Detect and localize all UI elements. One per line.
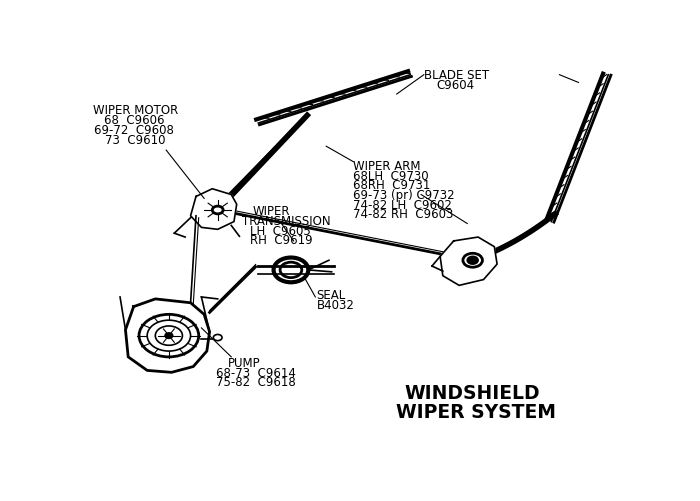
- Text: C9604: C9604: [437, 79, 475, 92]
- Text: 74-82 LH  C9602: 74-82 LH C9602: [354, 198, 452, 211]
- Circle shape: [212, 207, 223, 214]
- Text: B4032: B4032: [316, 298, 354, 311]
- Text: WIPER ARM: WIPER ARM: [354, 160, 421, 173]
- Text: 68-73  C9614: 68-73 C9614: [216, 366, 296, 379]
- Text: BLADE SET: BLADE SET: [424, 69, 489, 82]
- Circle shape: [274, 258, 308, 283]
- Text: 68RH  C9731: 68RH C9731: [354, 179, 430, 192]
- Circle shape: [214, 335, 222, 341]
- Polygon shape: [125, 299, 209, 373]
- Circle shape: [467, 257, 478, 265]
- Circle shape: [165, 333, 173, 339]
- Text: 69-73 (pr) C9732: 69-73 (pr) C9732: [354, 188, 455, 201]
- Text: PUMP: PUMP: [228, 356, 260, 369]
- Text: 73  C9610: 73 C9610: [105, 133, 165, 146]
- Polygon shape: [190, 189, 237, 230]
- Text: 68  C9606: 68 C9606: [104, 114, 164, 127]
- Text: LH  C9605: LH C9605: [251, 224, 311, 237]
- Circle shape: [463, 254, 482, 268]
- Polygon shape: [440, 237, 497, 286]
- Text: 74-82 RH  C9603: 74-82 RH C9603: [354, 208, 454, 221]
- Text: 75-82  C9618: 75-82 C9618: [216, 376, 296, 389]
- Text: RH  C9619: RH C9619: [251, 233, 313, 246]
- Text: WIPER: WIPER: [253, 205, 290, 218]
- Text: TRANSMISSION: TRANSMISSION: [242, 214, 330, 227]
- Text: WINDSHIELD: WINDSHIELD: [405, 383, 540, 402]
- Text: WIPER SYSTEM: WIPER SYSTEM: [395, 403, 556, 422]
- Text: WIPER MOTOR: WIPER MOTOR: [93, 104, 178, 117]
- Text: 68LH  C9730: 68LH C9730: [354, 169, 429, 182]
- Text: SEAL: SEAL: [316, 289, 346, 302]
- Text: 69-72  C9608: 69-72 C9608: [94, 124, 174, 137]
